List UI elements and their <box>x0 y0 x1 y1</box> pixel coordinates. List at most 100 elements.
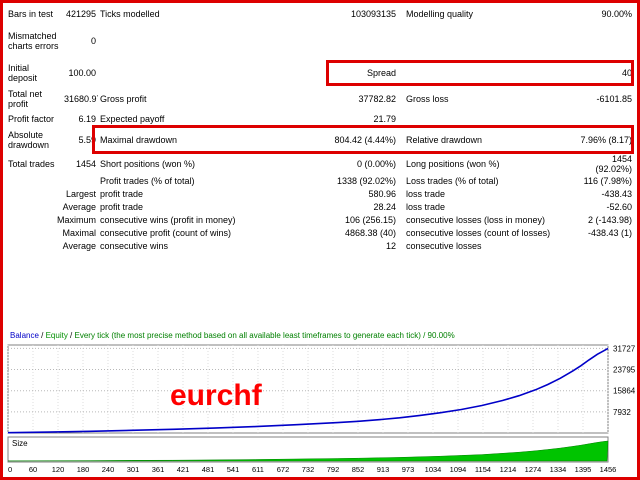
stats-cell-empty <box>404 112 578 126</box>
stats-cell: Maximum <box>56 214 96 225</box>
stats-row: Maximum consecutive wins (profit in money… <box>6 213 638 226</box>
stats-cell: 6.19 <box>78 114 96 124</box>
stats-cell-empty <box>578 112 638 126</box>
stats-cell-empty <box>98 60 320 86</box>
stats-cell-empty <box>6 174 62 187</box>
x-tick-label: 180 <box>77 465 90 474</box>
x-tick-label: 973 <box>402 465 415 474</box>
y-tick-label: 15864 <box>613 387 636 396</box>
stats-cell: loss trade <box>406 188 446 199</box>
stats-cell: Maximal drawdown <box>100 135 178 145</box>
x-tick-label: 732 <box>302 465 315 474</box>
stats-cell: 31680.97 <box>64 94 98 104</box>
stats-row: Profit trades (% of total) 1338 (92.02%) L… <box>6 174 638 187</box>
stats-cell-empty <box>578 22 638 60</box>
stats-cell-empty <box>404 22 578 60</box>
stats-cell: 12 <box>385 240 396 251</box>
stats-cell: 1454 (92.02%) <box>595 154 632 174</box>
x-tick-label: 60 <box>29 465 37 474</box>
x-tick-label: 120 <box>52 465 65 474</box>
stats-cell: Maximal <box>62 227 96 238</box>
stats-cell: -6101.85 <box>596 94 632 104</box>
x-tick-label: 672 <box>277 465 290 474</box>
stats-cell: loss trade <box>406 201 446 212</box>
stats-cell: 116 (7.98%) <box>583 175 632 186</box>
stats-cell: Average <box>62 201 96 212</box>
stats-cell: profit trade <box>100 188 144 199</box>
stats-cell: Long positions (won %) <box>406 159 500 169</box>
stats-cell: -438.43 <box>601 188 632 199</box>
legend-balance-label: Balance <box>10 331 39 340</box>
stats-cell: 0 (0.00%) <box>356 159 396 169</box>
chart-model-info: Every tick (the most precise method base… <box>74 331 455 340</box>
x-tick-label: 1395 <box>575 465 592 474</box>
x-tick-label: 792 <box>327 465 340 474</box>
stats-cell: Absolute drawdown <box>8 130 50 150</box>
stats-cell: -438.43 (1) <box>587 227 632 238</box>
stats-cell-empty <box>578 239 638 252</box>
stats-cell: Largest <box>65 188 96 199</box>
stats-cell: consecutive losses <box>406 240 482 251</box>
stats-row: Total net profit 31680.97 Gross profit 3778… <box>6 86 638 112</box>
x-tick-label: 361 <box>152 465 165 474</box>
stats-row: Largest profit trade 580.96 loss trade -438.… <box>6 187 638 200</box>
stats-row: Average consecutive wins 12 consecutive los… <box>6 239 638 252</box>
stats-row: Mismatched charts errors 0 <box>6 22 638 60</box>
stats-cell: Expected payoff <box>100 114 165 124</box>
stats-cell: 90.00% <box>601 9 632 19</box>
x-tick-label: 852 <box>352 465 365 474</box>
stats-cell: Profit trades (% of total) <box>100 175 195 186</box>
stats-cell: consecutive losses (loss in money) <box>406 214 546 225</box>
balance-chart: 7932 15864 23795 31727 eurchf Size 0 60 120 180 24… <box>7 344 636 474</box>
plot-frame <box>7 344 609 434</box>
x-tick-label: 301 <box>127 465 140 474</box>
stats-cell: Relative drawdown <box>406 135 483 145</box>
size-area <box>7 440 609 462</box>
stats-cell: consecutive wins (profit in money) <box>100 214 236 225</box>
balance-line <box>7 347 609 434</box>
stats-table: Bars in test 421295 Ticks modelled 10309313… <box>6 6 638 252</box>
stats-cell: profit trade <box>100 201 144 212</box>
stats-row: Total trades 1454 Short positions (won %) 0… <box>6 154 638 174</box>
stats-cell: 37782.82 <box>358 94 396 104</box>
x-tick-label: 0 <box>8 465 12 474</box>
stats-cell: 421295 <box>65 9 96 19</box>
stats-cell: 2 (-143.98) <box>587 214 632 225</box>
stats-cell: Average <box>62 240 96 251</box>
stats-cell-empty <box>62 174 98 187</box>
stats-cell-empty <box>404 60 578 86</box>
stats-cell: Total net profit <box>8 89 43 109</box>
size-label: Size <box>12 439 28 448</box>
x-tick-label: 1154 <box>475 465 491 474</box>
stats-cell: 21.79 <box>373 114 396 124</box>
stats-cell: 7.96% (8.17) <box>580 135 632 145</box>
stats-cell: 1454 <box>75 159 96 169</box>
y-tick-label: 31727 <box>613 344 636 353</box>
chart-legend: Balance / Equity / Every tick (the most … <box>10 331 455 341</box>
x-tick-label: 240 <box>102 465 115 474</box>
stats-cell: 1338 (92.02%) <box>336 175 396 186</box>
x-tick-label: 541 <box>227 465 240 474</box>
stats-cell: Gross profit <box>100 94 147 104</box>
x-tick-label: 1456 <box>600 465 617 474</box>
y-tick-label: 7932 <box>613 408 631 417</box>
stats-cell: 4868.38 (40) <box>344 227 396 238</box>
x-tick-label: 1094 <box>450 465 467 474</box>
stats-row: Bars in test 421295 Ticks modelled 10309313… <box>6 6 638 22</box>
stats-cell: 5.59 <box>78 135 96 145</box>
stats-cell: 100.00 <box>68 68 96 78</box>
x-tick-label: 611 <box>252 465 264 474</box>
stats-row: Average profit trade 28.24 loss trade -52.60 <box>6 200 638 213</box>
x-tick-label: 1214 <box>500 465 517 474</box>
stats-row: Profit factor 6.19 Expected payoff 21.79 <box>6 112 638 126</box>
x-tick-label: 481 <box>202 465 215 474</box>
stats-row: Maximal consecutive profit (count of wins… <box>6 226 638 239</box>
stats-cell: Spread <box>366 68 396 78</box>
stats-cell: 0 <box>90 36 96 46</box>
stats-cell: Loss trades (% of total) <box>406 175 499 186</box>
stats-cell: 580.96 <box>368 188 396 199</box>
stats-cell: Profit factor <box>8 114 55 124</box>
stats-cell: Total trades <box>8 159 55 169</box>
stats-cell: -52.60 <box>606 201 632 212</box>
